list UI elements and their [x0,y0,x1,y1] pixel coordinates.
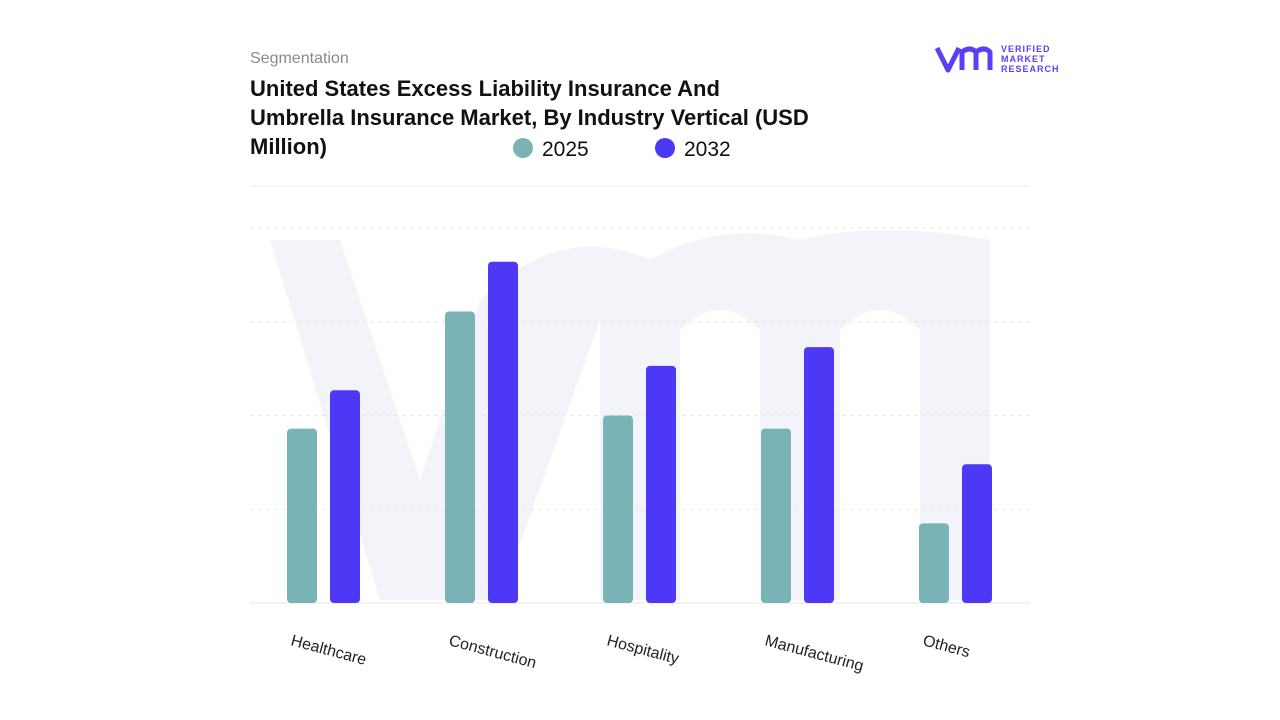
bar [919,523,949,603]
x-tick-label: Construction [447,632,538,672]
bar [603,415,633,603]
bar [804,347,834,603]
chart-title: United States Excess Liability Insurance… [250,76,809,159]
bar [761,428,791,603]
bar [962,464,992,603]
bar [646,365,676,603]
x-tick-label: Manufacturing [763,632,865,675]
legend-label: 2025 [542,138,589,161]
x-tick-label: Hospitality [605,632,681,668]
legend-swatch [513,138,533,158]
bar [330,390,360,603]
legend-swatch [655,138,675,158]
bar [445,311,475,603]
logo-text: RESEARCH [1001,64,1060,74]
x-tick-label: Others [921,632,972,661]
logo-mark [934,46,993,73]
logo-text: MARKET [1001,54,1046,64]
x-tick-label: Healthcare [289,632,368,668]
legend-label: 2032 [684,138,731,161]
logo: VERIFIED MARKET RESEARCH [934,44,1060,74]
chart-subtitle: Segmentation [250,50,349,67]
bar [287,428,317,603]
bar [488,261,518,603]
logo-text: VERIFIED [1001,44,1051,54]
